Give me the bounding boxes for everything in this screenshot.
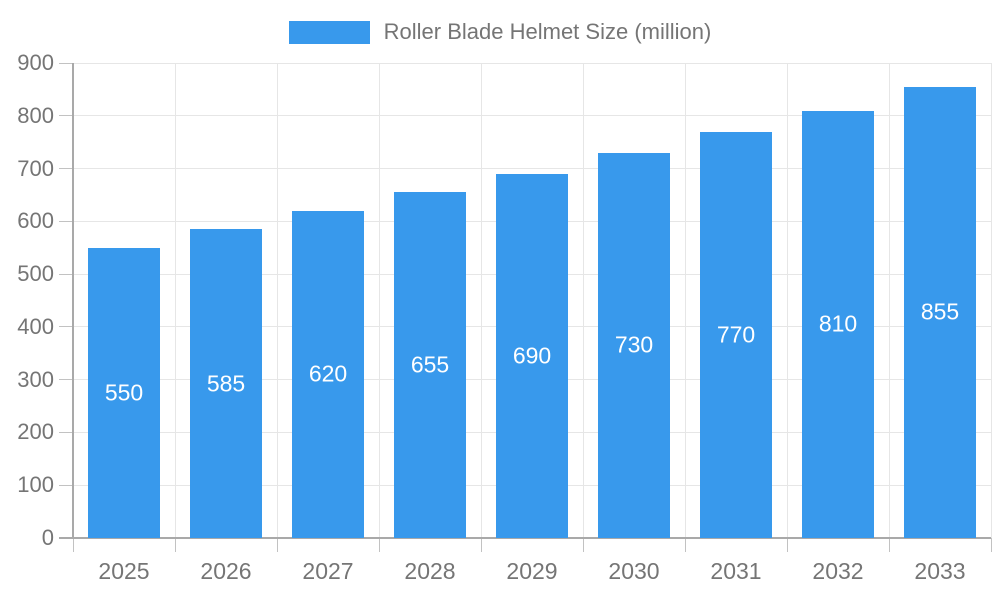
- y-axis-label: 800: [17, 102, 54, 128]
- y-axis-tick: [59, 484, 73, 486]
- legend-swatch-icon: [288, 20, 370, 44]
- bar[interactable]: [496, 173, 568, 538]
- bar[interactable]: [190, 229, 262, 538]
- bar-value-label: 810: [818, 310, 858, 337]
- gridline-vertical: [582, 63, 584, 538]
- legend[interactable]: Roller Blade Helmet Size (million): [0, 18, 1000, 46]
- y-axis-label: 100: [17, 472, 54, 498]
- x-axis-line: [59, 537, 991, 539]
- bar-value-label: 730: [614, 331, 654, 358]
- y-axis-label: 400: [17, 313, 54, 339]
- bar[interactable]: [598, 152, 670, 538]
- legend-label: Roller Blade Helmet Size (million): [383, 19, 712, 44]
- gridline-vertical: [684, 63, 686, 538]
- gridline-horizontal: [73, 168, 991, 170]
- x-axis-tick: [888, 538, 890, 552]
- y-axis-tick: [59, 220, 73, 222]
- y-axis-tick: [59, 168, 73, 170]
- x-axis-label: 2027: [302, 558, 354, 584]
- gridline-vertical: [378, 63, 380, 538]
- y-axis-line: [72, 63, 74, 538]
- bar[interactable]: [904, 86, 976, 538]
- gridline-vertical: [480, 63, 482, 538]
- x-axis-label: 2032: [812, 558, 864, 584]
- x-axis-label: 2025: [98, 558, 150, 584]
- y-axis-label: 200: [17, 419, 54, 445]
- y-axis-label: 0: [41, 525, 54, 550]
- bar-value-label: 655: [410, 351, 450, 378]
- y-axis-tick: [59, 115, 73, 117]
- y-axis-tick: [59, 326, 73, 328]
- gridline-horizontal: [73, 62, 991, 64]
- gridline-vertical: [888, 63, 890, 538]
- x-axis-tick: [684, 538, 686, 552]
- bar[interactable]: [292, 210, 364, 538]
- bar-value-label: 690: [512, 342, 552, 369]
- gridline-vertical: [990, 63, 992, 538]
- y-axis-label: 500: [17, 261, 54, 287]
- x-axis-label: 2028: [404, 558, 456, 584]
- x-axis-tick: [582, 538, 584, 552]
- x-axis-label: 2029: [506, 558, 558, 584]
- x-axis-label: 2033: [914, 558, 966, 584]
- bar[interactable]: [88, 247, 160, 538]
- gridline-horizontal: [73, 115, 991, 117]
- y-axis-label: 900: [17, 50, 54, 75]
- x-axis-tick: [480, 538, 482, 552]
- bar[interactable]: [394, 192, 466, 538]
- gridline-vertical: [276, 63, 278, 538]
- y-axis-tick: [59, 379, 73, 381]
- x-axis-tick: [990, 538, 992, 552]
- y-axis-tick: [59, 62, 73, 64]
- gridline-vertical: [786, 63, 788, 538]
- x-axis-tick: [378, 538, 380, 552]
- y-axis-label: 600: [17, 208, 54, 234]
- bar-value-label: 855: [920, 298, 960, 325]
- x-axis-tick: [72, 538, 74, 552]
- x-axis-tick: [174, 538, 176, 552]
- y-axis-tick: [59, 273, 73, 275]
- y-axis-label: 300: [17, 366, 54, 392]
- bar[interactable]: [700, 131, 772, 538]
- bar-value-label: 770: [716, 321, 756, 348]
- bar[interactable]: [802, 110, 874, 538]
- gridline-vertical: [174, 63, 176, 538]
- x-axis-label: 2031: [710, 558, 762, 584]
- x-axis-tick: [276, 538, 278, 552]
- y-axis-tick: [59, 431, 73, 433]
- bar-value-label: 550: [104, 379, 144, 406]
- x-axis-label: 2026: [200, 558, 252, 584]
- x-axis-label: 2030: [608, 558, 660, 584]
- y-axis-label: 700: [17, 155, 54, 181]
- x-axis-tick: [786, 538, 788, 552]
- bar-value-label: 620: [308, 360, 348, 387]
- bar-value-label: 585: [206, 370, 246, 397]
